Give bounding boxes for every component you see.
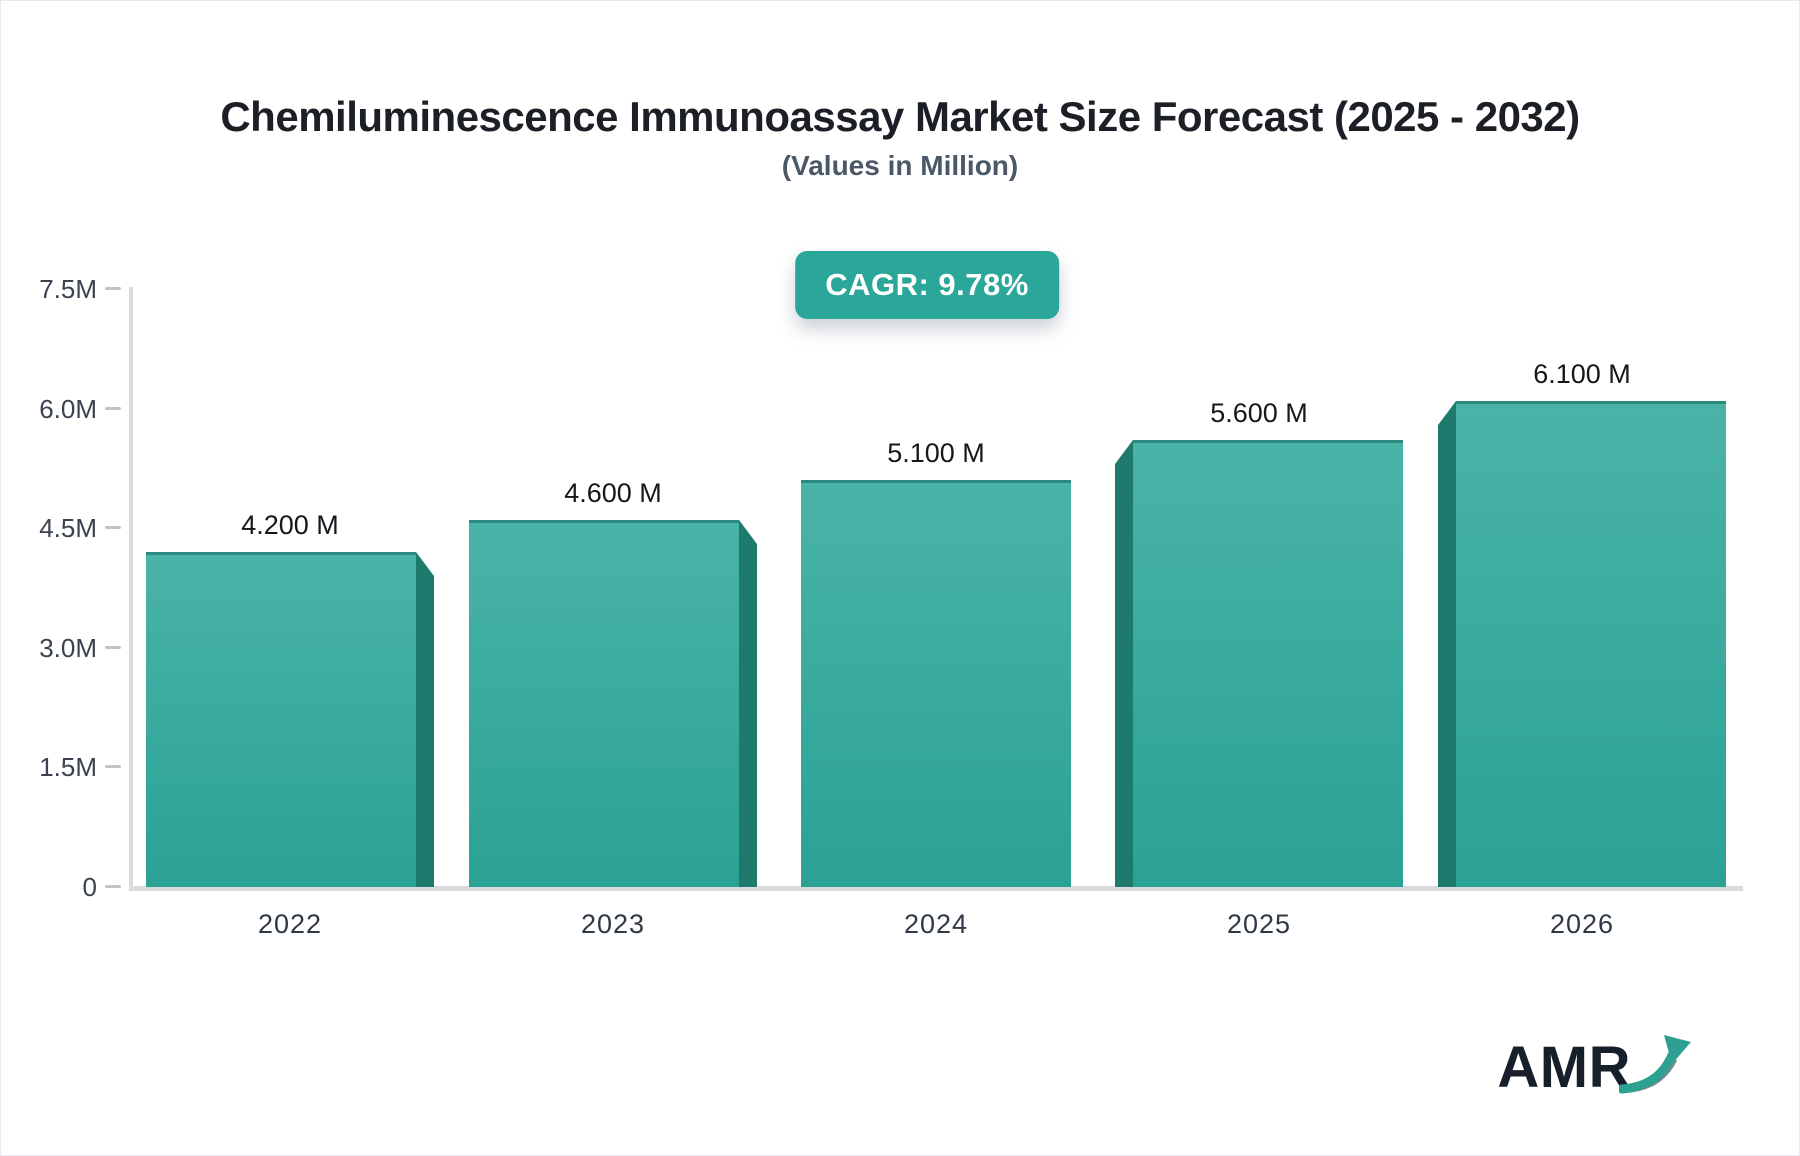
- y-tick-mark: [105, 407, 121, 410]
- amr-logo-text: AMR: [1497, 1035, 1631, 1100]
- x-axis-label: 2026: [1549, 909, 1615, 939]
- bar-body: [801, 480, 1071, 887]
- cagr-badge: CAGR: 9.78%: [795, 251, 1059, 319]
- bar-value-label: 4.600 M: [564, 478, 662, 508]
- bar-body: [146, 552, 416, 887]
- x-axis-label: 2024: [903, 909, 969, 939]
- y-tick-label: 7.5M: [39, 274, 97, 304]
- y-tick-label: 1.5M: [39, 752, 97, 782]
- y-tick-mark: [105, 526, 121, 529]
- y-tick-label: 6.0M: [39, 394, 97, 424]
- x-axis-label: 2023: [580, 909, 646, 939]
- bar-2022: [146, 552, 434, 887]
- bar-3d-edge: [739, 520, 757, 887]
- chart-title: Chemiluminescence Immunoassay Market Siz…: [220, 93, 1580, 140]
- bar-value-label: 6.100 M: [1533, 359, 1631, 389]
- y-tick-mark: [105, 287, 121, 290]
- y-tick-mark: [105, 646, 121, 649]
- x-axis-line: [129, 886, 1743, 891]
- bar-value-label: 5.100 M: [887, 438, 985, 468]
- x-axis-label: 2025: [1226, 909, 1292, 939]
- bar-2024: [792, 480, 1080, 887]
- bar-value-label: 4.200 M: [241, 510, 339, 540]
- y-tick-label: 4.5M: [39, 513, 97, 543]
- bar-2026: [1438, 401, 1726, 887]
- x-axis-label: 2022: [257, 909, 323, 939]
- bar-body: [1133, 440, 1403, 887]
- cagr-badge-label: CAGR: 9.78%: [825, 267, 1029, 302]
- bar-3d-edge: [416, 552, 434, 887]
- bar-2023: [469, 520, 757, 887]
- bar-3d-edge: [1438, 401, 1456, 887]
- bar-2025: [1115, 440, 1403, 887]
- amr-logo: AMR: [1497, 1033, 1695, 1103]
- bar-3d-edge: [1115, 440, 1133, 887]
- y-tick-mark: [105, 885, 121, 888]
- y-axis-line: [129, 287, 133, 889]
- y-tick-label: 0: [82, 872, 97, 902]
- growth-arrow-icon: [1619, 1035, 1691, 1094]
- y-tick-mark: [105, 765, 121, 768]
- bar-body: [469, 520, 739, 887]
- chart-subtitle: (Values in Million): [781, 150, 1019, 181]
- y-tick-label: 3.0M: [39, 633, 97, 663]
- bar-value-label: 5.600 M: [1210, 398, 1308, 428]
- bar-body: [1456, 401, 1726, 887]
